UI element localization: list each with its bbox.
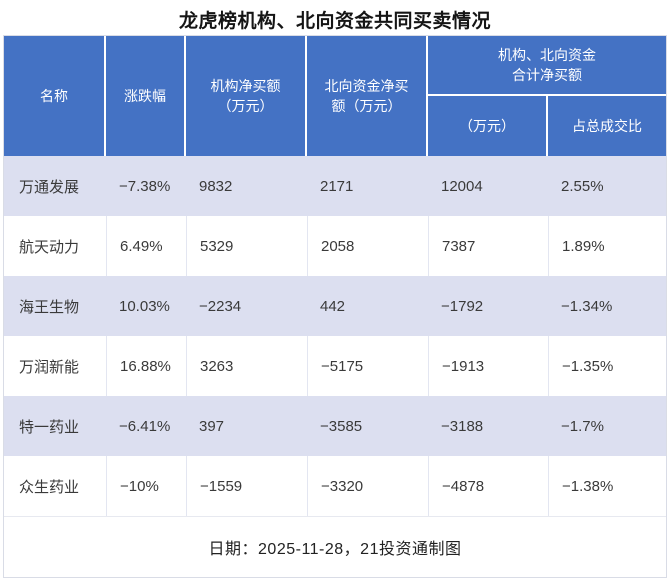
data-table: 名称 涨跌幅 机构净买额 （万元） 北向资金净买 额（万元） 机构、北向资金 合… [3, 35, 667, 578]
cell-stock-name: 众生药业 [19, 478, 80, 496]
cell-combined-amount: −1913 [428, 336, 548, 396]
cell-change: 10.03% [119, 297, 170, 315]
cell-north-net-buy: 442 [320, 297, 346, 315]
cell-stock-name: 海王生物 [19, 298, 80, 316]
cell-north-net-buy: −3585 [320, 417, 363, 435]
cell-combined-ratio: −1.34% [561, 297, 613, 315]
cell-combined-ratio: −1.38% [548, 456, 666, 516]
cell-inst-net-buy: 397 [199, 417, 225, 435]
header-north-net-buy: 北向资金净买 额（万元） [307, 36, 428, 156]
cell-change: −7.38% [119, 177, 171, 195]
cell-combined-ratio: 1.89% [548, 216, 666, 276]
table-row: 万通发展 −7.38% 9832 2171 12004 2.55% [4, 156, 666, 216]
cell-change: 16.88% [106, 336, 186, 396]
cell-change: −10% [106, 456, 186, 516]
source-note: 日期：2025-11-28，21投资通制图 [4, 516, 666, 577]
header-combined-group: 机构、北向资金 合计净买额 [428, 36, 666, 96]
table-row: 航天动力 6.49% 5329 2058 7387 1.89% [4, 216, 666, 276]
cell-combined-ratio: −1.7% [561, 417, 604, 435]
header-combined-amount: （万元） [428, 96, 548, 156]
cell-combined-ratio: 2.55% [561, 177, 604, 195]
cell-north-net-buy: −3320 [307, 456, 428, 516]
cell-north-net-buy: 2058 [307, 216, 428, 276]
cell-north-net-buy: −5175 [307, 336, 428, 396]
cell-combined-amount: −4878 [428, 456, 548, 516]
cell-inst-net-buy: 5329 [186, 216, 307, 276]
cell-combined-amount: 12004 [441, 177, 483, 195]
header-inst-net-buy: 机构净买额 （万元） [186, 36, 307, 156]
cell-stock-name: 特一药业 [19, 418, 80, 436]
cell-inst-net-buy: 3263 [186, 336, 307, 396]
cell-change: 6.49% [106, 216, 186, 276]
cell-combined-ratio: −1.35% [548, 336, 666, 396]
cell-inst-net-buy: −1559 [186, 456, 307, 516]
table-row: 海王生物 10.03% −2234 442 −1792 −1.34% [4, 276, 666, 336]
cell-north-net-buy: 2171 [320, 177, 354, 195]
page-title: 龙虎榜机构、北向资金共同买卖情况 [178, 11, 491, 32]
cell-stock-name: 航天动力 [19, 238, 80, 256]
cell-stock-name: 万通发展 [19, 178, 80, 196]
cell-combined-amount: 7387 [428, 216, 548, 276]
cell-combined-amount: −3188 [441, 417, 484, 435]
header-name: 名称 [4, 36, 106, 156]
header-change: 涨跌幅 [106, 36, 186, 156]
table-row: 众生药业 −10% −1559 −3320 −4878 −1.38% [4, 456, 666, 516]
cell-stock-name: 万润新能 [19, 358, 80, 376]
cell-change: −6.41% [119, 417, 171, 435]
cell-inst-net-buy: −2234 [199, 297, 242, 315]
cell-combined-amount: −1792 [441, 297, 484, 315]
table-row: 万润新能 16.88% 3263 −5175 −1913 −1.35% [4, 336, 666, 396]
table-row: 特一药业 −6.41% 397 −3585 −3188 −1.7% [4, 396, 666, 456]
cell-inst-net-buy: 9832 [199, 177, 233, 195]
table-header: 名称 涨跌幅 机构净买额 （万元） 北向资金净买 额（万元） 机构、北向资金 合… [4, 36, 666, 156]
header-combined-ratio: 占总成交比 [572, 117, 642, 134]
